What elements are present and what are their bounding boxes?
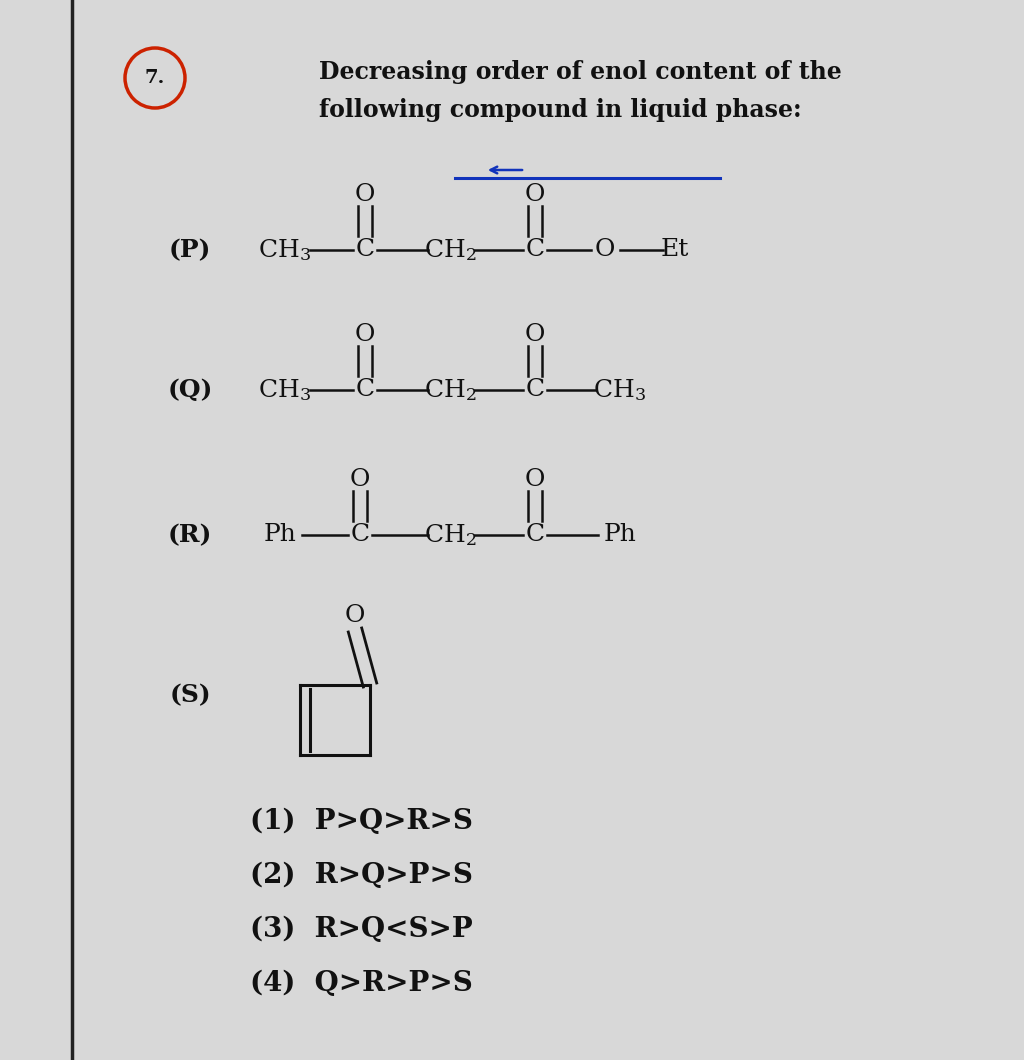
Text: O: O bbox=[525, 323, 545, 347]
Text: O: O bbox=[354, 323, 375, 347]
Text: (3)  R>Q<S>P: (3) R>Q<S>P bbox=[250, 917, 473, 943]
Text: (Q): (Q) bbox=[167, 378, 213, 402]
Text: (2)  R>Q>P>S: (2) R>Q>P>S bbox=[250, 863, 473, 889]
Text: C: C bbox=[350, 524, 370, 547]
Text: $\mathregular{CH_3}$: $\mathregular{CH_3}$ bbox=[258, 237, 311, 263]
Text: (1)  P>Q>R>S: (1) P>Q>R>S bbox=[250, 809, 473, 835]
Text: C: C bbox=[355, 378, 375, 402]
Text: Et: Et bbox=[660, 238, 689, 262]
Text: Decreasing order of enol content of the: Decreasing order of enol content of the bbox=[318, 60, 842, 84]
Text: Ph: Ph bbox=[603, 524, 637, 547]
Text: C: C bbox=[525, 524, 545, 547]
Text: (4)  Q>R>P>S: (4) Q>R>P>S bbox=[250, 971, 473, 997]
Text: O: O bbox=[354, 183, 375, 207]
Text: C: C bbox=[355, 238, 375, 262]
Text: O: O bbox=[345, 603, 366, 626]
Text: (R): (R) bbox=[168, 523, 212, 547]
Text: O: O bbox=[525, 469, 545, 492]
Text: O: O bbox=[350, 469, 371, 492]
Text: C: C bbox=[525, 238, 545, 262]
Text: $\mathregular{CH_3}$: $\mathregular{CH_3}$ bbox=[594, 377, 646, 403]
Text: $\mathregular{CH_2}$: $\mathregular{CH_2}$ bbox=[424, 377, 476, 403]
Text: $\mathregular{CH_3}$: $\mathregular{CH_3}$ bbox=[258, 377, 311, 403]
Text: O: O bbox=[525, 183, 545, 207]
Text: Ph: Ph bbox=[263, 524, 296, 547]
Text: O: O bbox=[595, 238, 615, 262]
Text: $\mathregular{CH_2}$: $\mathregular{CH_2}$ bbox=[424, 237, 476, 263]
Text: $\mathregular{CH_2}$: $\mathregular{CH_2}$ bbox=[424, 522, 476, 548]
Text: C: C bbox=[525, 378, 545, 402]
Text: (S): (S) bbox=[169, 683, 211, 707]
Text: following compound in liquid phase:: following compound in liquid phase: bbox=[318, 98, 802, 122]
Text: (P): (P) bbox=[169, 238, 211, 262]
Text: 7.: 7. bbox=[144, 69, 165, 87]
